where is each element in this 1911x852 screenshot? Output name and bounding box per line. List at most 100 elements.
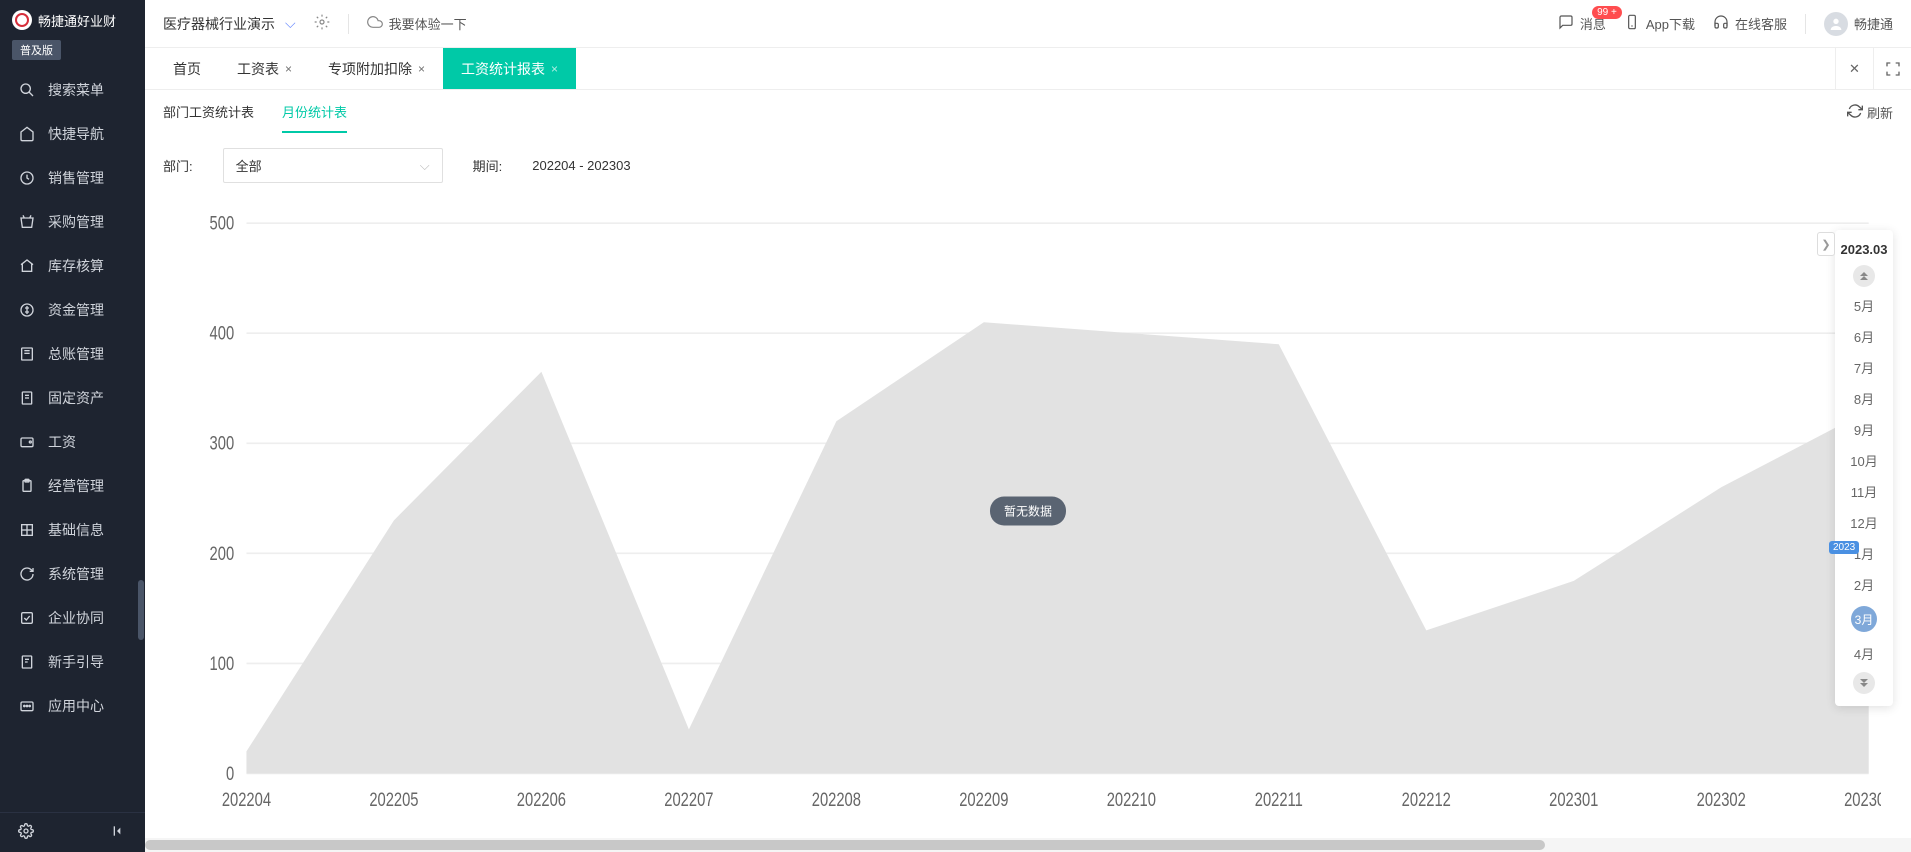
sidebar-item-8[interactable]: 工资 bbox=[0, 420, 145, 464]
customer-service-link[interactable]: 在线客服 bbox=[1713, 14, 1787, 33]
period-scroll-up[interactable] bbox=[1853, 265, 1875, 287]
subtab-dept[interactable]: 部门工资统计表 bbox=[163, 92, 254, 133]
tab-close-icon[interactable]: × bbox=[285, 62, 292, 76]
period-month-7[interactable]: 12月 bbox=[1835, 508, 1893, 537]
messages-link[interactable]: 消息 99 + bbox=[1558, 14, 1606, 33]
tab-close-icon[interactable]: × bbox=[551, 62, 558, 76]
dept-select[interactable]: 全部 ⌵ bbox=[223, 148, 443, 183]
topbar-right: 消息 99 + App下载 在线客服 畅捷通 bbox=[1558, 12, 1893, 36]
svg-text:202211: 202211 bbox=[1255, 788, 1303, 811]
subtab-month[interactable]: 月份统计表 bbox=[282, 92, 347, 133]
sidebar-item-5[interactable]: 资金管理 bbox=[0, 288, 145, 332]
customer-service-label: 在线客服 bbox=[1735, 14, 1787, 33]
period-month-5[interactable]: 10月 bbox=[1835, 446, 1893, 475]
sidebar-item-9[interactable]: 经营管理 bbox=[0, 464, 145, 508]
user-menu[interactable]: 畅捷通 bbox=[1824, 12, 1893, 36]
coin-icon bbox=[18, 301, 36, 319]
experience-link[interactable]: 我要体验一下 bbox=[367, 14, 467, 33]
period-current: 2023.03 bbox=[1841, 238, 1888, 261]
avatar-icon bbox=[1824, 12, 1848, 36]
sidebar-item-7[interactable]: 固定资产 bbox=[0, 376, 145, 420]
refresh-label: 刷新 bbox=[1867, 103, 1893, 122]
gear-icon[interactable] bbox=[314, 14, 330, 33]
headset-icon bbox=[1713, 14, 1729, 33]
sidebar-item-6[interactable]: 总账管理 bbox=[0, 332, 145, 376]
logo-icon bbox=[12, 10, 32, 30]
period-scroll-down[interactable] bbox=[1853, 672, 1875, 694]
refresh-icon bbox=[1847, 103, 1863, 122]
svg-text:500: 500 bbox=[210, 212, 235, 235]
tab-1[interactable]: 工资表× bbox=[219, 48, 310, 89]
sidebar-item-label: 快捷导航 bbox=[48, 124, 104, 144]
sidebar-item-1[interactable]: 快捷导航 bbox=[0, 112, 145, 156]
period-panel: 2023.03 5月6月7月8月9月10月11月12月20231月2月3月4月 bbox=[1835, 230, 1893, 706]
sidebar-scrollbar[interactable] bbox=[137, 50, 145, 812]
divider bbox=[1805, 14, 1806, 34]
tab-close-icon[interactable]: × bbox=[418, 62, 425, 76]
period-month-9[interactable]: 2月 bbox=[1835, 570, 1893, 599]
svg-text:202208: 202208 bbox=[812, 788, 861, 811]
sidebar-item-13[interactable]: 新手引导 bbox=[0, 640, 145, 684]
edition-badge: 普及版 bbox=[12, 40, 61, 60]
brand-name: 畅捷通好业财 bbox=[38, 11, 116, 30]
dept-value: 全部 bbox=[236, 156, 262, 175]
svg-text:202303: 202303 bbox=[1844, 788, 1881, 811]
close-all-tabs-icon[interactable]: ✕ bbox=[1835, 48, 1873, 90]
sidebar-item-2[interactable]: 销售管理 bbox=[0, 156, 145, 200]
sidebar-item-3[interactable]: 采购管理 bbox=[0, 200, 145, 244]
message-icon bbox=[1558, 14, 1574, 33]
period-month-6[interactable]: 11月 bbox=[1835, 477, 1893, 506]
sidebar-item-11[interactable]: 系统管理 bbox=[0, 552, 145, 596]
collapse-icon[interactable] bbox=[111, 823, 127, 842]
period-month-10[interactable]: 3月 bbox=[1835, 601, 1893, 637]
sidebar-item-14[interactable]: 应用中心 bbox=[0, 684, 145, 728]
tag-icon bbox=[18, 169, 36, 187]
tab-0[interactable]: 首页 bbox=[155, 48, 219, 89]
period-value: 202204 - 202303 bbox=[532, 158, 630, 173]
sidebar-item-label: 采购管理 bbox=[48, 212, 104, 232]
sidebar-item-label: 搜索菜单 bbox=[48, 80, 104, 100]
period-month-3[interactable]: 8月 bbox=[1835, 384, 1893, 413]
experience-label: 我要体验一下 bbox=[389, 14, 467, 33]
tabs-row: 首页工资表×专项附加扣除×工资统计报表× ✕ bbox=[145, 48, 1911, 90]
period-month-1[interactable]: 6月 bbox=[1835, 322, 1893, 351]
svg-text:202209: 202209 bbox=[959, 788, 1008, 811]
svg-text:202206: 202206 bbox=[517, 788, 566, 811]
period-month-8[interactable]: 20231月 bbox=[1835, 539, 1893, 568]
subtabs: 部门工资统计表 月份统计表 刷新 bbox=[145, 90, 1911, 134]
org-name: 医疗器械行业演示 bbox=[163, 14, 275, 34]
sidebar-item-label: 销售管理 bbox=[48, 168, 104, 188]
period-month-4[interactable]: 9月 bbox=[1835, 415, 1893, 444]
sidebar-item-0[interactable]: 搜索菜单 bbox=[0, 68, 145, 112]
settings-icon[interactable] bbox=[18, 823, 34, 842]
phone-icon bbox=[1624, 14, 1640, 33]
period-panel-toggle[interactable]: ❯ bbox=[1817, 232, 1835, 256]
bag-icon bbox=[18, 213, 36, 231]
period-month-11[interactable]: 4月 bbox=[1835, 639, 1893, 668]
tab-3[interactable]: 工资统计报表× bbox=[443, 48, 576, 89]
svg-text:100: 100 bbox=[210, 652, 235, 675]
tab-label: 专项附加扣除 bbox=[328, 59, 412, 79]
fullscreen-icon[interactable] bbox=[1873, 48, 1911, 90]
app-download-link[interactable]: App下载 bbox=[1624, 14, 1695, 33]
period-month-2[interactable]: 7月 bbox=[1835, 353, 1893, 382]
sidebar-item-label: 固定资产 bbox=[48, 388, 104, 408]
svg-text:202207: 202207 bbox=[664, 788, 713, 811]
sidebar-item-12[interactable]: 企业协同 bbox=[0, 596, 145, 640]
book-icon bbox=[18, 345, 36, 363]
user-name: 畅捷通 bbox=[1854, 14, 1893, 33]
messages-badge: 99 + bbox=[1592, 6, 1622, 19]
org-select[interactable]: 医疗器械行业演示 ⌵ bbox=[163, 14, 296, 34]
chevron-down-icon: ⌵ bbox=[420, 158, 430, 174]
period-month-0[interactable]: 5月 bbox=[1835, 291, 1893, 320]
refresh-button[interactable]: 刷新 bbox=[1847, 103, 1893, 122]
sidebar-item-4[interactable]: 库存核算 bbox=[0, 244, 145, 288]
sidebar-item-label: 基础信息 bbox=[48, 520, 104, 540]
clip-icon bbox=[18, 477, 36, 495]
sidebar-item-10[interactable]: 基础信息 bbox=[0, 508, 145, 552]
horizontal-scrollbar[interactable] bbox=[145, 838, 1911, 852]
tabs-actions: ✕ bbox=[1835, 48, 1911, 89]
sidebar: 畅捷通好业财 普及版 搜索菜单快捷导航销售管理采购管理库存核算资金管理总账管理固… bbox=[0, 0, 145, 852]
sidebar-item-label: 应用中心 bbox=[48, 696, 104, 716]
tab-2[interactable]: 专项附加扣除 × bbox=[310, 48, 443, 89]
